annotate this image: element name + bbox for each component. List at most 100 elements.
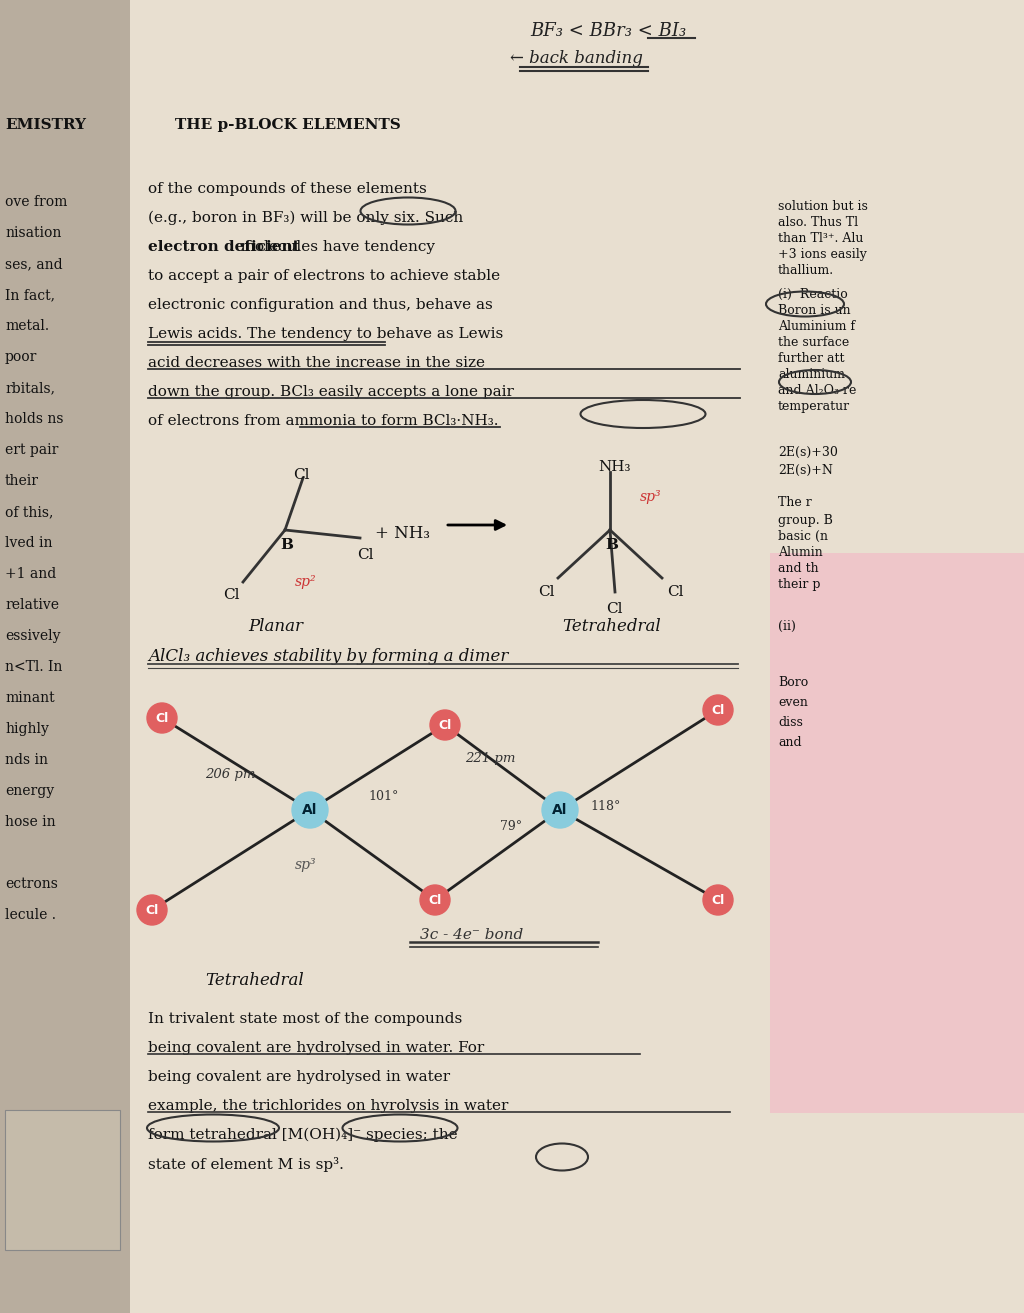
Text: 221 pm: 221 pm <box>465 752 515 765</box>
Text: temperatur: temperatur <box>778 400 850 414</box>
Text: essively: essively <box>5 629 60 643</box>
Text: EMISTRY: EMISTRY <box>5 118 86 133</box>
Text: also. Thus Tl: also. Thus Tl <box>778 217 858 228</box>
Text: Cl: Cl <box>357 548 374 562</box>
Text: 2E(s)+30: 2E(s)+30 <box>778 446 838 460</box>
Text: Cl: Cl <box>293 467 309 482</box>
Text: In trivalent state most of the compounds: In trivalent state most of the compounds <box>148 1012 462 1025</box>
Text: Tetrahedral: Tetrahedral <box>205 972 304 989</box>
Text: minant: minant <box>5 691 54 705</box>
Text: basic (n: basic (n <box>778 530 828 544</box>
Text: +1 and: +1 and <box>5 567 56 580</box>
Text: relative: relative <box>5 597 59 612</box>
Text: being covalent are hydrolysed in water. For: being covalent are hydrolysed in water. … <box>148 1041 484 1056</box>
Text: Cl: Cl <box>438 718 452 731</box>
Circle shape <box>147 702 177 733</box>
Text: Cl: Cl <box>428 894 441 906</box>
Text: even: even <box>778 696 808 709</box>
Text: molecules have tendency: molecules have tendency <box>148 240 435 253</box>
Circle shape <box>420 885 450 915</box>
Text: 118°: 118° <box>590 800 621 813</box>
Text: diss: diss <box>778 716 803 729</box>
Text: example, the trichlorides on hyrolysis in water: example, the trichlorides on hyrolysis i… <box>148 1099 508 1113</box>
Text: lecule .: lecule . <box>5 909 56 922</box>
Text: and Al₂O₃ re: and Al₂O₃ re <box>778 383 856 397</box>
Text: Cl: Cl <box>223 588 240 601</box>
Text: ectrons: ectrons <box>5 877 58 892</box>
Text: Cl: Cl <box>145 903 159 916</box>
Text: electron deficient: electron deficient <box>148 240 300 253</box>
Text: (i)  Reactio: (i) Reactio <box>778 288 848 301</box>
Text: further att: further att <box>778 352 845 365</box>
Text: hose in: hose in <box>5 815 55 829</box>
Text: than Tl³⁺. Alu: than Tl³⁺. Alu <box>778 232 863 246</box>
Text: 79°: 79° <box>500 821 522 832</box>
Text: thallium.: thallium. <box>778 264 835 277</box>
Text: aluminium: aluminium <box>778 368 845 381</box>
Text: state of element M is sp³.: state of element M is sp³. <box>148 1157 344 1173</box>
Text: AlCl₃ achieves stability by forming a dimer: AlCl₃ achieves stability by forming a di… <box>148 649 508 664</box>
Circle shape <box>542 792 578 829</box>
Text: Cl: Cl <box>667 586 683 599</box>
Text: Cl: Cl <box>606 601 623 616</box>
Text: Alumin: Alumin <box>778 546 822 559</box>
Text: highly: highly <box>5 722 49 737</box>
Text: sp²: sp² <box>295 575 316 590</box>
Text: group. B: group. B <box>778 513 833 527</box>
Text: 101°: 101° <box>368 790 398 804</box>
Text: down the group. BCl₃ easily accepts a lone pair: down the group. BCl₃ easily accepts a lo… <box>148 385 514 399</box>
Text: of the compounds of these elements: of the compounds of these elements <box>148 183 427 196</box>
Text: their p: their p <box>778 578 820 591</box>
Text: and: and <box>778 737 802 748</box>
Circle shape <box>430 710 460 741</box>
Text: being covalent are hydrolysed in water: being covalent are hydrolysed in water <box>148 1070 451 1085</box>
Text: Boro: Boro <box>778 676 808 689</box>
Circle shape <box>703 695 733 725</box>
Text: Al: Al <box>302 804 317 817</box>
Text: energy: energy <box>5 784 54 798</box>
Text: ses, and: ses, and <box>5 257 62 270</box>
Text: The r: The r <box>778 496 812 509</box>
Bar <box>0 0 130 1313</box>
Text: lved in: lved in <box>5 536 52 550</box>
Text: B: B <box>280 538 293 551</box>
Text: Cl: Cl <box>712 704 725 717</box>
Text: Planar: Planar <box>248 618 303 635</box>
Text: sp³: sp³ <box>640 490 662 504</box>
Text: holds ns: holds ns <box>5 412 63 425</box>
Text: Al: Al <box>552 804 567 817</box>
Text: rbitals,: rbitals, <box>5 381 55 395</box>
Circle shape <box>292 792 328 829</box>
Text: In fact,: In fact, <box>5 288 55 302</box>
Text: acid decreases with the increase in the size: acid decreases with the increase in the … <box>148 356 485 370</box>
Text: form tetrahedral [M(OH)₄]⁻ species; the: form tetrahedral [M(OH)₄]⁻ species; the <box>148 1128 458 1142</box>
Text: the surface: the surface <box>778 336 849 349</box>
Bar <box>770 553 1024 1113</box>
Text: ert pair: ert pair <box>5 442 58 457</box>
Text: ove from: ove from <box>5 196 68 209</box>
Text: to accept a pair of electrons to achieve stable: to accept a pair of electrons to achieve… <box>148 269 500 284</box>
Text: (e.g., boron in BF₃) will be only six. Such: (e.g., boron in BF₃) will be only six. S… <box>148 211 463 226</box>
Text: THE p-BLOCK ELEMENTS: THE p-BLOCK ELEMENTS <box>175 118 400 133</box>
Text: nisation: nisation <box>5 226 61 240</box>
Text: 3c - 4e⁻ bond: 3c - 4e⁻ bond <box>420 928 523 941</box>
Text: poor: poor <box>5 351 37 364</box>
Text: sp³: sp³ <box>295 857 316 872</box>
Text: their: their <box>5 474 39 488</box>
Text: metal.: metal. <box>5 319 49 334</box>
Text: +3 ions easily: +3 ions easily <box>778 248 867 261</box>
Text: BF₃ < BBr₃ < BI₃: BF₃ < BBr₃ < BI₃ <box>530 22 686 39</box>
Text: of electrons from ammonia to form BCl₃·NH₃.: of electrons from ammonia to form BCl₃·N… <box>148 414 499 428</box>
Text: + NH₃: + NH₃ <box>375 525 430 542</box>
Text: (ii): (ii) <box>778 620 796 633</box>
Text: electronic configuration and thus, behave as: electronic configuration and thus, behav… <box>148 298 493 312</box>
Text: Lewis acids. The tendency to behave as Lewis: Lewis acids. The tendency to behave as L… <box>148 327 503 341</box>
Text: B: B <box>605 538 618 551</box>
Text: Boron is un: Boron is un <box>778 305 851 316</box>
Text: 2E(s)+N: 2E(s)+N <box>778 463 833 477</box>
Text: solution but is: solution but is <box>778 200 868 213</box>
Text: Aluminium f: Aluminium f <box>778 320 855 334</box>
Text: Cl: Cl <box>538 586 555 599</box>
Bar <box>5 1109 120 1250</box>
Circle shape <box>703 885 733 915</box>
